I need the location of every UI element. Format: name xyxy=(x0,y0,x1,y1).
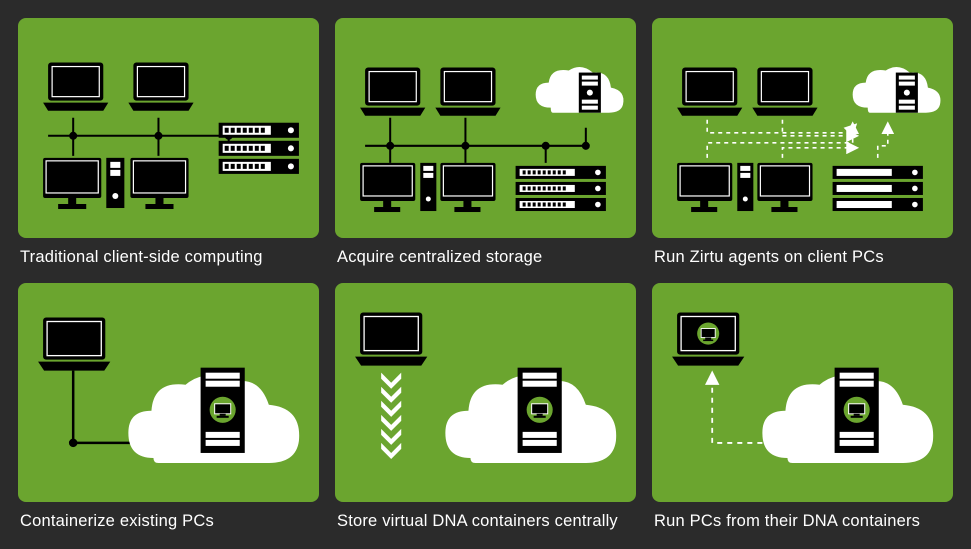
tower-icon xyxy=(106,158,124,208)
panel-3-svg xyxy=(652,18,953,238)
panel-1-svg xyxy=(18,18,319,238)
panel-6 xyxy=(652,283,953,503)
infographic-grid: Traditional client-side computing xyxy=(0,0,971,549)
panel-3 xyxy=(652,18,953,238)
cell-1: Traditional client-side computing xyxy=(18,18,319,267)
panel-5-svg xyxy=(335,283,636,503)
panel-4 xyxy=(18,283,319,503)
caption-5: Store virtual DNA containers centrally xyxy=(335,502,636,531)
panel-4-svg xyxy=(18,283,319,503)
caption-1: Traditional client-side computing xyxy=(18,238,319,267)
panel-5 xyxy=(335,283,636,503)
caption-4: Containerize existing PCs xyxy=(18,502,319,531)
cell-3: Run Zirtu agents on client PCs xyxy=(652,18,953,267)
cell-2: Acquire centralized storage xyxy=(335,18,636,267)
cell-4: Containerize existing PCs xyxy=(18,283,319,532)
server-in-cloud-icon xyxy=(579,73,601,113)
laptop-with-badge-icon xyxy=(672,312,744,365)
laptop-icon xyxy=(43,63,108,111)
cell-6: Run PCs from their DNA containers xyxy=(652,283,953,532)
panel-2 xyxy=(335,18,636,238)
server-in-cloud-icon xyxy=(201,367,245,452)
panel-2-svg xyxy=(335,18,636,238)
cell-5: Store virtual DNA containers centrally xyxy=(335,283,636,532)
panel-1 xyxy=(18,18,319,238)
laptop-icon xyxy=(128,63,193,111)
panel-6-svg xyxy=(652,283,953,503)
server-rack-icon xyxy=(219,123,299,174)
caption-6: Run PCs from their DNA containers xyxy=(652,502,953,531)
caption-2: Acquire centralized storage xyxy=(335,238,636,267)
caption-3: Run Zirtu agents on client PCs xyxy=(652,238,953,267)
